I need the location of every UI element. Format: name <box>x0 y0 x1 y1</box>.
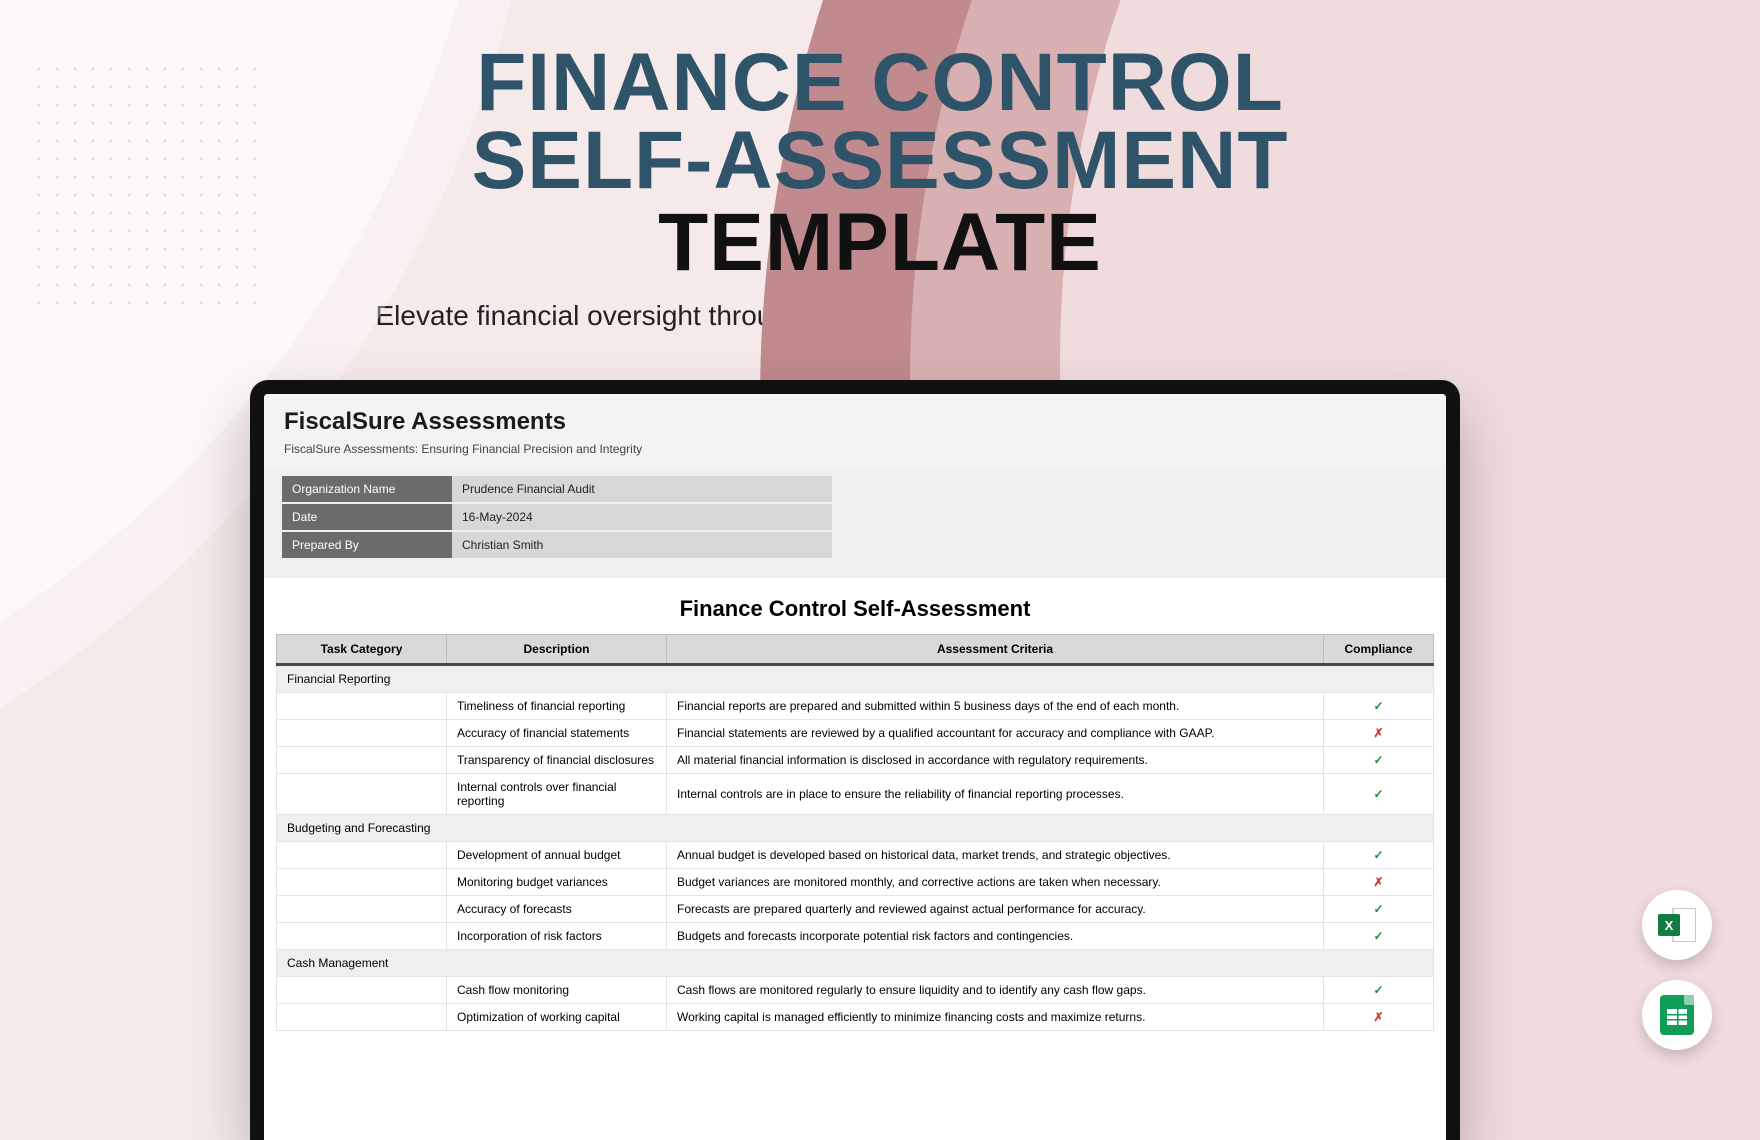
spreadsheet-screen: FiscalSure Assessments FiscalSure Assess… <box>264 394 1446 1140</box>
meta-key: Date <box>282 504 452 530</box>
table-row: Optimization of working capitalWorking c… <box>277 1004 1434 1031</box>
cell-description: Internal controls over financial reporti… <box>447 774 667 815</box>
cell-category <box>277 1004 447 1031</box>
cell-description: Incorporation of risk factors <box>447 923 667 950</box>
cell-category <box>277 923 447 950</box>
title-line-1: FINANCE CONTROL <box>0 44 1760 122</box>
category-name: Budgeting and Forecasting <box>277 815 1434 842</box>
meta-value: 16-May-2024 <box>452 504 832 530</box>
meta-row: Prepared ByChristian Smith <box>282 532 1428 558</box>
company-sub: FiscalSure Assessments: Ensuring Financi… <box>284 442 1426 456</box>
cell-compliance: ✓ <box>1324 693 1434 720</box>
cell-compliance: ✓ <box>1324 747 1434 774</box>
cell-criteria: Annual budget is developed based on hist… <box>667 842 1324 869</box>
template-promo-card: FINANCE CONTROL SELF-ASSESSMENT TEMPLATE… <box>0 0 1760 1140</box>
table-header-row: Task CategoryDescriptionAssessment Crite… <box>277 635 1434 665</box>
category-row: Budgeting and Forecasting <box>277 815 1434 842</box>
cell-description: Cash flow monitoring <box>447 977 667 1004</box>
meta-value: Prudence Financial Audit <box>452 476 832 502</box>
table-row: Incorporation of risk factorsBudgets and… <box>277 923 1434 950</box>
cell-category <box>277 896 447 923</box>
title-line-3: TEMPLATE <box>0 204 1760 282</box>
table-row: Accuracy of forecastsForecasts are prepa… <box>277 896 1434 923</box>
table-row: Transparency of financial disclosuresAll… <box>277 747 1434 774</box>
cell-compliance: ✓ <box>1324 896 1434 923</box>
title-line-2: SELF-ASSESSMENT <box>0 122 1760 200</box>
cell-compliance: ✗ <box>1324 869 1434 896</box>
cell-compliance: ✓ <box>1324 977 1434 1004</box>
cell-description: Optimization of working capital <box>447 1004 667 1031</box>
cell-compliance: ✓ <box>1324 774 1434 815</box>
meta-key: Prepared By <box>282 532 452 558</box>
cell-category <box>277 747 447 774</box>
column-header: Assessment Criteria <box>667 635 1324 665</box>
cell-criteria: Internal controls are in place to ensure… <box>667 774 1324 815</box>
cell-criteria: Cash flows are monitored regularly to en… <box>667 977 1324 1004</box>
cell-criteria: All material financial information is di… <box>667 747 1324 774</box>
cell-category <box>277 774 447 815</box>
meta-row: Date16-May-2024 <box>282 504 1428 530</box>
monitor-mockup: FiscalSure Assessments FiscalSure Assess… <box>250 380 1460 1140</box>
sheet-title: Finance Control Self-Assessment <box>276 596 1434 622</box>
cell-category <box>277 977 447 1004</box>
cell-compliance: ✗ <box>1324 720 1434 747</box>
table-row: Internal controls over financial reporti… <box>277 774 1434 815</box>
meta-value: Christian Smith <box>452 532 832 558</box>
table-row: Accuracy of financial statementsFinancia… <box>277 720 1434 747</box>
cell-criteria: Budget variances are monitored monthly, … <box>667 869 1324 896</box>
company-name: FiscalSure Assessments <box>284 408 1426 436</box>
headline: FINANCE CONTROL SELF-ASSESSMENT TEMPLATE <box>0 0 1760 282</box>
excel-icon: X <box>1642 890 1712 960</box>
table-row: Development of annual budgetAnnual budge… <box>277 842 1434 869</box>
category-name: Financial Reporting <box>277 665 1434 693</box>
column-header: Compliance <box>1324 635 1434 665</box>
cell-category <box>277 693 447 720</box>
table-row: Timeliness of financial reportingFinanci… <box>277 693 1434 720</box>
column-header: Description <box>447 635 667 665</box>
category-row: Financial Reporting <box>277 665 1434 693</box>
sheet-body: Finance Control Self-Assessment Task Cat… <box>264 578 1446 1140</box>
cell-category <box>277 720 447 747</box>
table-row: Monitoring budget variancesBudget varian… <box>277 869 1434 896</box>
google-sheets-icon <box>1642 980 1712 1050</box>
meta-key: Organization Name <box>282 476 452 502</box>
cell-criteria: Financial statements are reviewed by a q… <box>667 720 1324 747</box>
cell-description: Timeliness of financial reporting <box>447 693 667 720</box>
meta-block: Organization NamePrudence Financial Audi… <box>282 476 1428 560</box>
cell-compliance: ✗ <box>1324 1004 1434 1031</box>
category-name: Cash Management <box>277 950 1434 977</box>
cell-description: Transparency of financial disclosures <box>447 747 667 774</box>
cell-compliance: ✓ <box>1324 923 1434 950</box>
cell-description: Accuracy of forecasts <box>447 896 667 923</box>
column-header: Task Category <box>277 635 447 665</box>
cell-description: Development of annual budget <box>447 842 667 869</box>
category-row: Cash Management <box>277 950 1434 977</box>
cell-description: Accuracy of financial statements <box>447 720 667 747</box>
sheet-header: FiscalSure Assessments FiscalSure Assess… <box>264 394 1446 466</box>
cell-criteria: Financial reports are prepared and submi… <box>667 693 1324 720</box>
cell-criteria: Forecasts are prepared quarterly and rev… <box>667 896 1324 923</box>
cell-criteria: Working capital is managed efficiently t… <box>667 1004 1324 1031</box>
cell-criteria: Budgets and forecasts incorporate potent… <box>667 923 1324 950</box>
cell-compliance: ✓ <box>1324 842 1434 869</box>
cell-category <box>277 842 447 869</box>
meta-row: Organization NamePrudence Financial Audi… <box>282 476 1428 502</box>
assessment-table: Task CategoryDescriptionAssessment Crite… <box>276 634 1434 1031</box>
table-row: Cash flow monitoringCash flows are monit… <box>277 977 1434 1004</box>
cell-description: Monitoring budget variances <box>447 869 667 896</box>
cell-category <box>277 869 447 896</box>
